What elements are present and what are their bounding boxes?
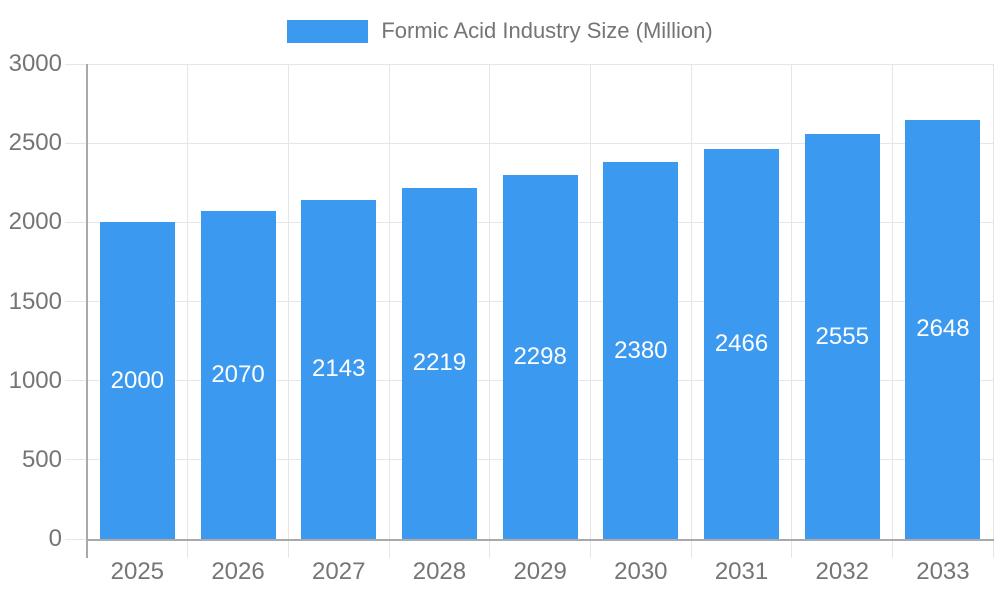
- bar[interactable]: [502, 175, 578, 539]
- x-axis-tick-label: 2025: [110, 558, 165, 585]
- y-axis-tick-label: 500: [21, 445, 62, 473]
- bar-value-label: 2143: [312, 355, 366, 383]
- bar-value-label: 2219: [412, 349, 467, 377]
- gridline-x: [892, 64, 894, 558]
- bar[interactable]: [301, 199, 377, 539]
- gridline-x: [690, 64, 692, 558]
- bar-value-label: 2648: [916, 315, 970, 343]
- gridline-x: [187, 64, 189, 558]
- x-axis-tick-label: 2029: [513, 558, 567, 585]
- bar[interactable]: [905, 119, 981, 539]
- y-axis-tick-label: 1000: [8, 366, 62, 394]
- x-axis-tick-label: 2027: [312, 558, 366, 585]
- y-axis-tick-label: 2500: [8, 129, 62, 157]
- gridline-x: [590, 64, 591, 558]
- bar[interactable]: [704, 148, 780, 539]
- x-axis-tick-label: 2032: [815, 558, 869, 585]
- bar[interactable]: [200, 211, 276, 539]
- gridline-x: [992, 64, 994, 558]
- y-axis-tick-label: 2000: [8, 208, 62, 236]
- x-axis-tick-label: 2033: [916, 558, 970, 585]
- bar-value-label: 2466: [714, 329, 769, 357]
- y-axis-tick-label: 1500: [8, 287, 62, 315]
- x-axis-tick-label: 2030: [614, 558, 668, 585]
- gridline-y: [65, 142, 994, 144]
- bar[interactable]: [603, 162, 679, 539]
- legend[interactable]: Formic Acid Industry Size (Million): [0, 19, 1000, 43]
- gridline-x: [791, 64, 793, 558]
- bar-value-label: 2000: [110, 366, 165, 394]
- y-axis-tick-label: 0: [48, 525, 62, 552]
- bar-value-label: 2380: [614, 336, 668, 364]
- gridline-y: [65, 63, 994, 65]
- y-axis-tick-label: 3000: [8, 50, 62, 77]
- bar-value-label: 2070: [211, 361, 265, 389]
- x-axis-tick-label: 2026: [211, 558, 265, 585]
- gridline-x: [388, 64, 390, 558]
- y-axis-line: [86, 64, 88, 558]
- x-axis-tick-label: 2031: [714, 558, 769, 585]
- legend-label: Formic Acid Industry Size (Million): [381, 18, 713, 43]
- bar[interactable]: [401, 187, 477, 539]
- legend-swatch: [287, 19, 369, 43]
- gridline-x: [489, 64, 491, 558]
- bar[interactable]: [804, 134, 880, 539]
- bar-value-label: 2555: [815, 322, 869, 350]
- gridline-y: [65, 538, 87, 540]
- x-axis-line: [86, 538, 995, 541]
- bar-value-label: 2298: [513, 343, 567, 371]
- bar[interactable]: [99, 222, 175, 539]
- x-axis-tick-label: 2028: [412, 558, 467, 585]
- gridline-x: [287, 64, 289, 558]
